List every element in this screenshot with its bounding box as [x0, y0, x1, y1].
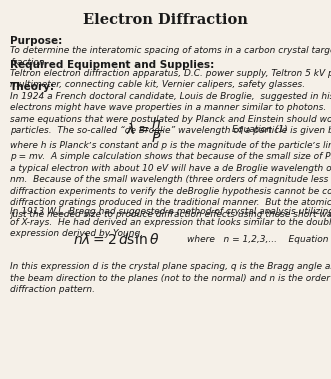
Text: $\lambda = \dfrac{h}{P}$: $\lambda = \dfrac{h}{P}$: [126, 115, 163, 145]
Text: Teltron electron diffraction apparatus, D.C. power supply, Teltron 5 kV power su: Teltron electron diffraction apparatus, …: [10, 69, 331, 89]
Text: Required Equipment and Supplies:: Required Equipment and Supplies:: [10, 60, 214, 69]
Text: Purpose:: Purpose:: [10, 36, 62, 46]
Text: where   n = 1,2,3,...    Equation (2): where n = 1,2,3,... Equation (2): [187, 235, 331, 244]
Text: Theory:: Theory:: [10, 82, 55, 92]
Text: In 1913 W.L. Bragg had suggested a method of crystal analysis utilizing the diff: In 1913 W.L. Bragg had suggested a metho…: [10, 207, 331, 238]
Text: $n\lambda = 2\,d\sin\theta$: $n\lambda = 2\,d\sin\theta$: [73, 232, 159, 247]
Text: where h is Planckʼs constant and p is the magnitude of the particleʼs linear mom: where h is Planckʼs constant and p is th…: [10, 141, 331, 219]
Text: In this expression d is the crystal plane spacing, q is the Bragg angle as measu: In this expression d is the crystal plan…: [10, 262, 331, 294]
Text: Equation (1): Equation (1): [232, 125, 287, 135]
Text: Electron Diffraction: Electron Diffraction: [83, 13, 248, 27]
Text: To determine the interatomic spacing of atoms in a carbon crystal target using e: To determine the interatomic spacing of …: [10, 46, 331, 67]
Text: In 1924 a French doctoral candidate, Louis de Broglie,  suggested in his dissert: In 1924 a French doctoral candidate, Lou…: [10, 92, 331, 135]
